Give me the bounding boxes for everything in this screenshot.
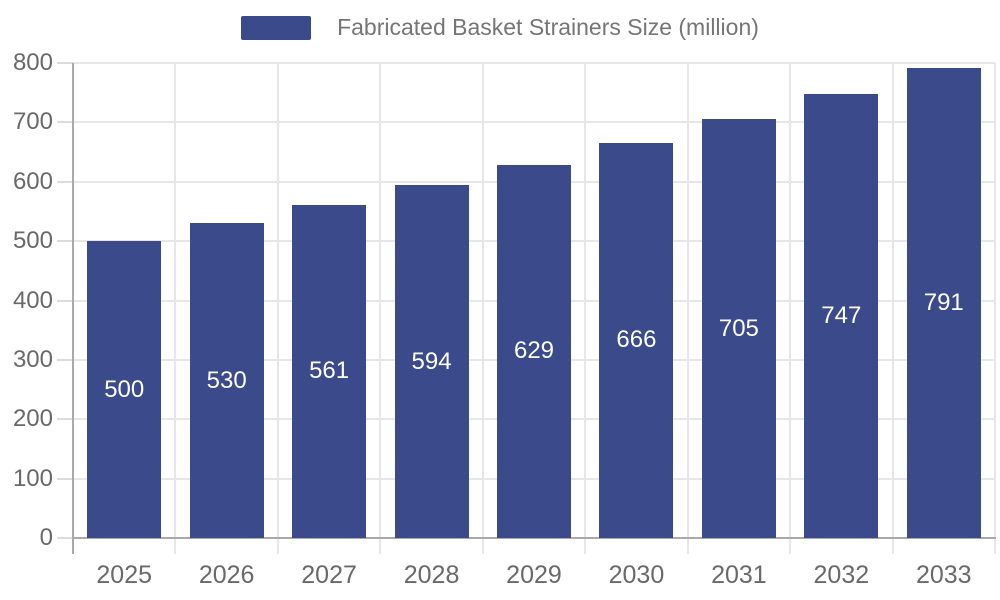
y-axis-tick — [57, 180, 73, 183]
bar-value-label: 500 — [104, 375, 145, 403]
bar-value-label: 629 — [513, 337, 555, 365]
x-axis-tick-label: 2030 — [608, 561, 665, 589]
x-axis-tick-label: 2025 — [96, 561, 153, 589]
bar-value-label: 561 — [309, 357, 350, 385]
x-axis-tick-label: 2028 — [403, 561, 460, 589]
y-axis-tick-label: 100 — [12, 464, 53, 492]
y-axis-tick-label: 0 — [39, 524, 53, 551]
y-axis-tick — [57, 121, 73, 124]
x-axis-line — [72, 537, 996, 539]
bar-2031 — [701, 119, 776, 538]
gridline-horizontal — [73, 121, 995, 124]
gridline-vertical — [276, 63, 279, 554]
bar-2033 — [906, 68, 981, 538]
bar-2025 — [87, 241, 162, 538]
gridline-vertical — [481, 63, 484, 554]
bar-value-label: 666 — [616, 326, 657, 354]
gridline-horizontal — [73, 62, 995, 64]
bar-value-label: 747 — [821, 302, 862, 330]
y-axis-tick-label: 800 — [12, 49, 53, 76]
legend-label: Fabricated Basket Strainers Size (millio… — [337, 14, 759, 40]
gridline-vertical — [891, 63, 894, 554]
y-axis-tick-label: 700 — [12, 108, 53, 136]
y-axis-tick — [57, 477, 73, 480]
gridline-vertical — [686, 63, 689, 554]
y-axis-tick — [57, 240, 73, 243]
y-axis-tick-label: 600 — [12, 167, 53, 195]
x-axis-tick-label: 2031 — [711, 561, 767, 589]
y-axis-tick-label: 500 — [12, 227, 53, 255]
y-axis-tick — [57, 62, 73, 64]
legend-item[interactable]: Fabricated Basket Strainers Size (millio… — [241, 14, 759, 41]
x-axis-tick-label: 2033 — [915, 561, 972, 589]
y-axis-line — [72, 63, 74, 554]
y-axis-tick-label: 300 — [12, 345, 53, 373]
y-axis-tick — [57, 358, 73, 361]
bar-value-label: 791 — [923, 289, 964, 317]
gridline-vertical — [174, 63, 177, 554]
y-axis-tick-label: 400 — [12, 286, 53, 314]
y-axis-tick — [57, 418, 73, 421]
bar-2032 — [804, 94, 879, 538]
legend-swatch — [241, 15, 312, 40]
y-axis-tick-label: 200 — [12, 405, 53, 433]
bar-2030 — [599, 142, 674, 538]
y-axis-tick — [57, 299, 73, 302]
bar-value-label: 705 — [718, 314, 759, 342]
gridline-vertical — [584, 63, 587, 554]
y-axis-tick — [57, 537, 73, 539]
bar-2027 — [292, 204, 367, 538]
bar-value-label: 594 — [411, 347, 452, 375]
x-axis-tick-label: 2032 — [813, 561, 870, 589]
bar-2029 — [497, 164, 571, 538]
gridline-vertical — [994, 63, 996, 554]
bar-value-label: 530 — [206, 366, 247, 394]
gridline-vertical — [789, 63, 792, 554]
x-axis-tick-label: 2027 — [301, 561, 357, 589]
x-axis-tick-label: 2026 — [198, 561, 255, 589]
legend: Fabricated Basket Strainers Size (millio… — [0, 14, 1000, 41]
x-axis-tick-label: 2029 — [506, 561, 562, 589]
bar-2026 — [189, 223, 264, 538]
bar-2028 — [394, 185, 469, 538]
gridline-vertical — [379, 63, 382, 554]
